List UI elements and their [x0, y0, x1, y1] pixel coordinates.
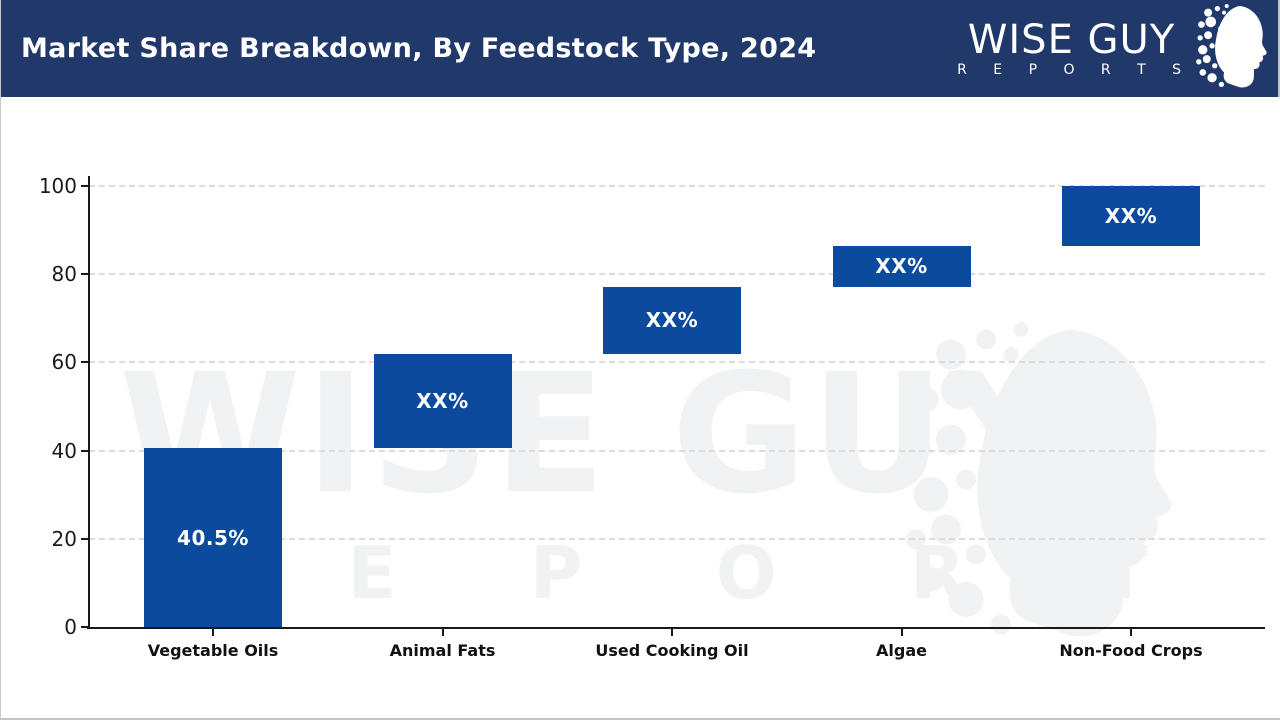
bar-animal-fats: XX% — [373, 353, 512, 449]
y-tick-0 — [81, 626, 89, 628]
x-tick-0 — [212, 629, 214, 636]
y-tick-label-100: 100 — [38, 174, 77, 198]
y-tick-label-20: 20 — [51, 526, 77, 551]
gridline-80 — [89, 273, 1265, 276]
x-tick-4 — [1130, 629, 1132, 636]
bar-non-food-crops: XX% — [1062, 186, 1200, 246]
bar-used-cooking-oil: XX% — [603, 287, 741, 354]
y-tick-20 — [81, 537, 89, 540]
y-tick-60 — [81, 361, 89, 364]
y-tick-label-0: 0 — [64, 615, 77, 639]
header: Market Share Breakdown, By Feedstock Typ… — [1, 0, 1278, 97]
x-category-label: Animal Fats — [389, 641, 496, 660]
brand-subtitle: R E P O R T S — [957, 62, 1192, 78]
gridline-100 — [89, 185, 1265, 187]
x-category-label: Used Cooking Oil — [595, 641, 749, 660]
chart-area: WISE GUY R E P O R T S 0 20 40 60 80 100 40.5%… — [1, 97, 1280, 718]
bar-algae: XX% — [832, 245, 971, 288]
bar-value-label: XX% — [645, 308, 699, 333]
chart-title: Market Share Breakdown, By Feedstock Typ… — [21, 33, 817, 64]
brand-logo: WISE GUY R E P O R T S — [951, 0, 1278, 97]
y-tick-label-80: 80 — [51, 262, 77, 287]
y-tick-label-40: 40 — [51, 438, 77, 463]
bar-value-label: XX% — [1104, 203, 1158, 228]
gridline-60 — [89, 361, 1265, 364]
y-tick-80 — [81, 273, 89, 276]
brand-name: WISE GUY — [967, 17, 1176, 63]
y-axis-line — [88, 176, 90, 629]
y-tick-40 — [81, 449, 89, 452]
x-category-label: Algae — [876, 641, 927, 660]
x-tick-2 — [671, 629, 673, 636]
x-category-label: Vegetable Oils — [147, 641, 279, 660]
y-tick-label-60: 60 — [51, 350, 77, 375]
brand-logo-text: WISE GUY R E P O R T S — [951, 20, 1192, 77]
brand-head-icon — [1196, 3, 1267, 88]
bar-value-label: XX% — [416, 388, 469, 413]
bar-value-label: XX% — [875, 254, 928, 279]
x-category-label: Non-Food Crops — [1059, 641, 1203, 660]
bar-vegetable-oils: 40.5% — [144, 448, 282, 627]
x-axis-line — [87, 627, 1265, 629]
y-tick-100 — [81, 185, 89, 187]
bar-value-label: 40.5% — [177, 525, 249, 550]
plot: 0 20 40 60 80 100 40.5% Vegetable Oils XX% Animal… — [1, 97, 1280, 718]
gridline-40 — [89, 449, 1265, 452]
x-tick-3 — [900, 629, 903, 636]
gridline-20 — [89, 537, 1265, 540]
x-tick-1 — [441, 629, 444, 636]
